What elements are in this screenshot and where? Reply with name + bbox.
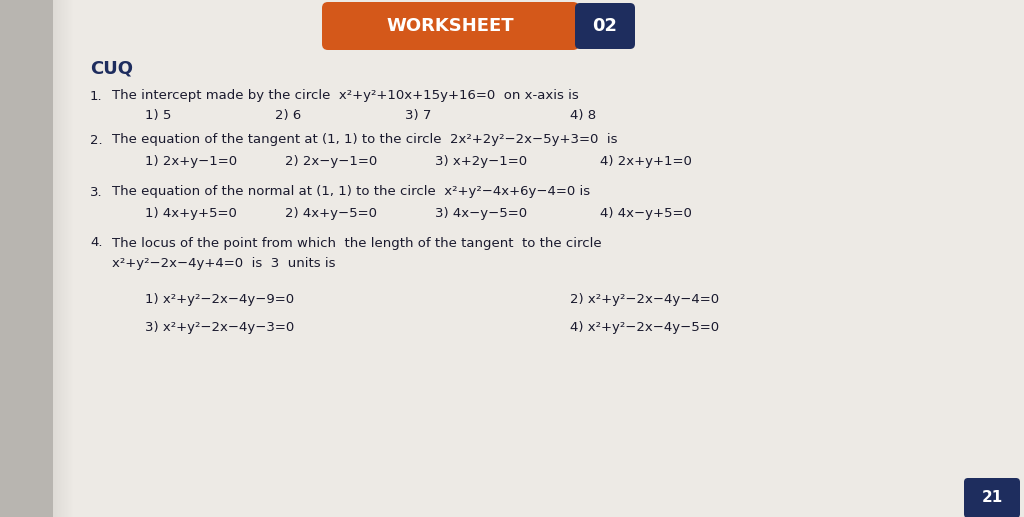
Text: 1.: 1. <box>90 89 102 102</box>
Text: 02: 02 <box>593 17 617 35</box>
FancyBboxPatch shape <box>322 2 579 50</box>
FancyBboxPatch shape <box>964 478 1020 517</box>
Text: 3) x+2y−1=0: 3) x+2y−1=0 <box>435 156 527 169</box>
Text: 4) 8: 4) 8 <box>570 110 596 123</box>
Text: 3) x²+y²−2x−4y−3=0: 3) x²+y²−2x−4y−3=0 <box>145 322 294 334</box>
Text: 4.: 4. <box>90 236 102 250</box>
Text: 4) x²+y²−2x−4y−5=0: 4) x²+y²−2x−4y−5=0 <box>570 322 719 334</box>
Text: 3.: 3. <box>90 186 102 199</box>
FancyBboxPatch shape <box>575 3 635 49</box>
Text: The intercept made by the circle  x²+y²+10x+15y+16=0  on x-axis is: The intercept made by the circle x²+y²+1… <box>112 89 579 102</box>
Text: WORKSHEET: WORKSHEET <box>387 17 514 35</box>
Text: 3) 7: 3) 7 <box>406 110 431 123</box>
Text: The equation of the tangent at (1, 1) to the circle  2x²+2y²−2x−5y+3=0  is: The equation of the tangent at (1, 1) to… <box>112 133 617 146</box>
Text: 4) 2x+y+1=0: 4) 2x+y+1=0 <box>600 156 692 169</box>
Text: 3) 4x−y−5=0: 3) 4x−y−5=0 <box>435 206 527 220</box>
Text: 2) x²+y²−2x−4y−4=0: 2) x²+y²−2x−4y−4=0 <box>570 294 719 307</box>
Text: 21: 21 <box>981 491 1002 506</box>
Text: 4) 4x−y+5=0: 4) 4x−y+5=0 <box>600 206 692 220</box>
Text: 1) 4x+y+5=0: 1) 4x+y+5=0 <box>145 206 237 220</box>
Text: The locus of the point from which  the length of the tangent  to the circle: The locus of the point from which the le… <box>112 236 602 250</box>
Text: 2) 2x−y−1=0: 2) 2x−y−1=0 <box>285 156 377 169</box>
Text: 2.: 2. <box>90 133 102 146</box>
Text: 1) x²+y²−2x−4y−9=0: 1) x²+y²−2x−4y−9=0 <box>145 294 294 307</box>
FancyBboxPatch shape <box>53 0 1024 517</box>
Text: The equation of the normal at (1, 1) to the circle  x²+y²−4x+6y−4=0 is: The equation of the normal at (1, 1) to … <box>112 186 590 199</box>
Text: CUQ: CUQ <box>90 59 133 77</box>
Text: 1) 5: 1) 5 <box>145 110 171 123</box>
FancyBboxPatch shape <box>0 0 55 517</box>
Text: 2) 6: 2) 6 <box>275 110 301 123</box>
Text: 2) 4x+y−5=0: 2) 4x+y−5=0 <box>285 206 377 220</box>
Text: x²+y²−2x−4y+4=0  is  3  units is: x²+y²−2x−4y+4=0 is 3 units is <box>112 256 336 269</box>
Text: 1) 2x+y−1=0: 1) 2x+y−1=0 <box>145 156 238 169</box>
